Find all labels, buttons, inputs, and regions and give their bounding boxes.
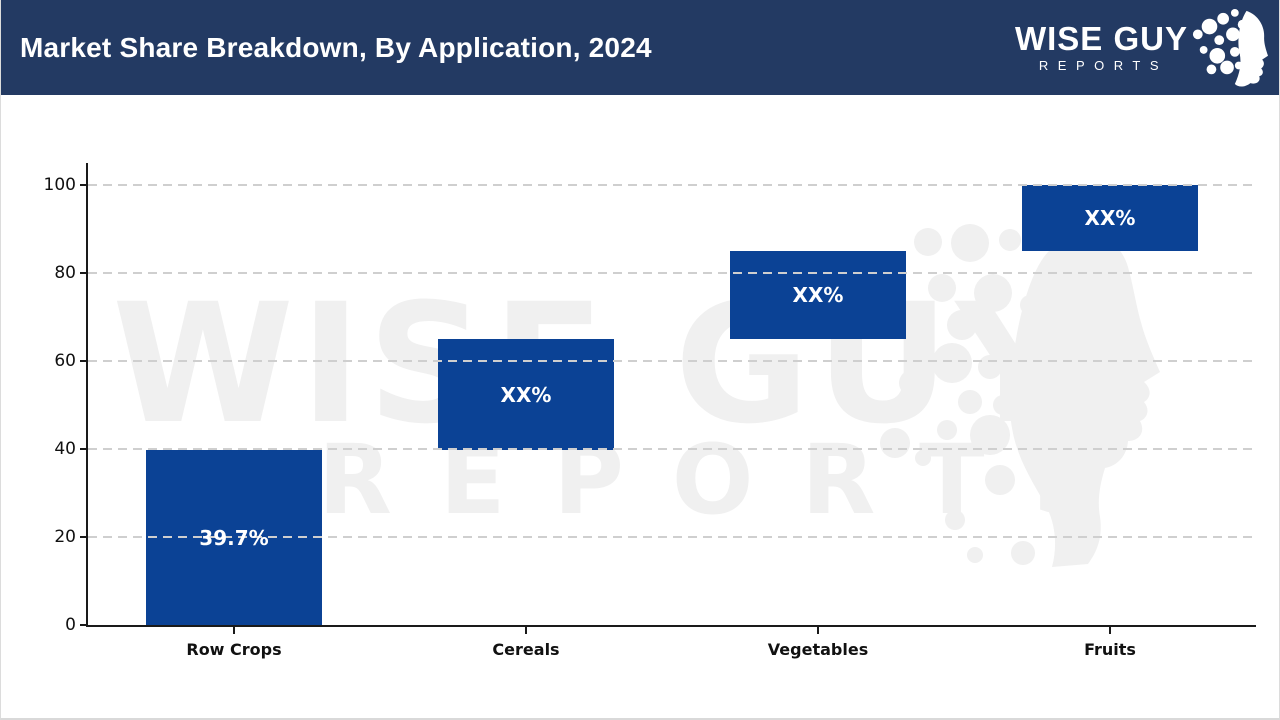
bar-fruits xyxy=(1022,185,1198,251)
y-tick-mark xyxy=(80,624,87,626)
y-tick-label: 60 xyxy=(54,351,76,371)
x-category-label-row-crops: Row Crops xyxy=(186,640,282,659)
x-category-label-cereals: Cereals xyxy=(492,640,560,659)
x-tick-mark xyxy=(525,627,527,634)
logo-sub-text: REPORTS xyxy=(1038,58,1169,74)
x-tick-mark xyxy=(1109,627,1111,634)
y-tick-mark xyxy=(80,272,87,274)
logo-dotted-face-icon xyxy=(1192,8,1268,87)
y-tick-mark xyxy=(80,360,87,362)
x-category-label-fruits: Fruits xyxy=(1084,640,1136,659)
x-tick-mark xyxy=(233,627,235,634)
x-axis-line xyxy=(86,625,1256,627)
gridline-60 xyxy=(88,360,1256,362)
x-category-label-vegetables: Vegetables xyxy=(767,640,869,659)
bar-cereals xyxy=(438,339,614,451)
gridline-80 xyxy=(88,272,1256,274)
wiseguy-logo: WISE GUY REPORTS xyxy=(1015,4,1268,90)
header-bar: Market Share Breakdown, By Application, … xyxy=(0,0,1280,95)
gridline-40 xyxy=(88,448,1256,450)
y-tick-label: 0 xyxy=(65,615,76,635)
bar-value-label: XX% xyxy=(792,283,844,307)
bar-value-label: 39.7% xyxy=(199,525,269,550)
y-tick-label: 100 xyxy=(43,175,76,195)
bar-value-label: XX% xyxy=(500,382,552,407)
bar-vegetables xyxy=(730,251,906,339)
logo-name-text: WISE GUY xyxy=(1014,19,1188,57)
y-tick-label: 80 xyxy=(54,263,76,283)
y-tick-mark xyxy=(80,448,87,450)
y-tick-mark xyxy=(80,536,87,538)
y-tick-label: 40 xyxy=(54,439,76,459)
gridline-20 xyxy=(88,536,1256,538)
x-tick-mark xyxy=(817,627,819,634)
bar-value-label: XX% xyxy=(1084,206,1136,230)
gridline-100 xyxy=(88,184,1256,186)
y-tick-mark xyxy=(80,184,87,186)
page-title: Market Share Breakdown, By Application, … xyxy=(20,31,652,63)
y-axis-line xyxy=(86,163,88,627)
y-tick-label: 20 xyxy=(54,527,76,547)
